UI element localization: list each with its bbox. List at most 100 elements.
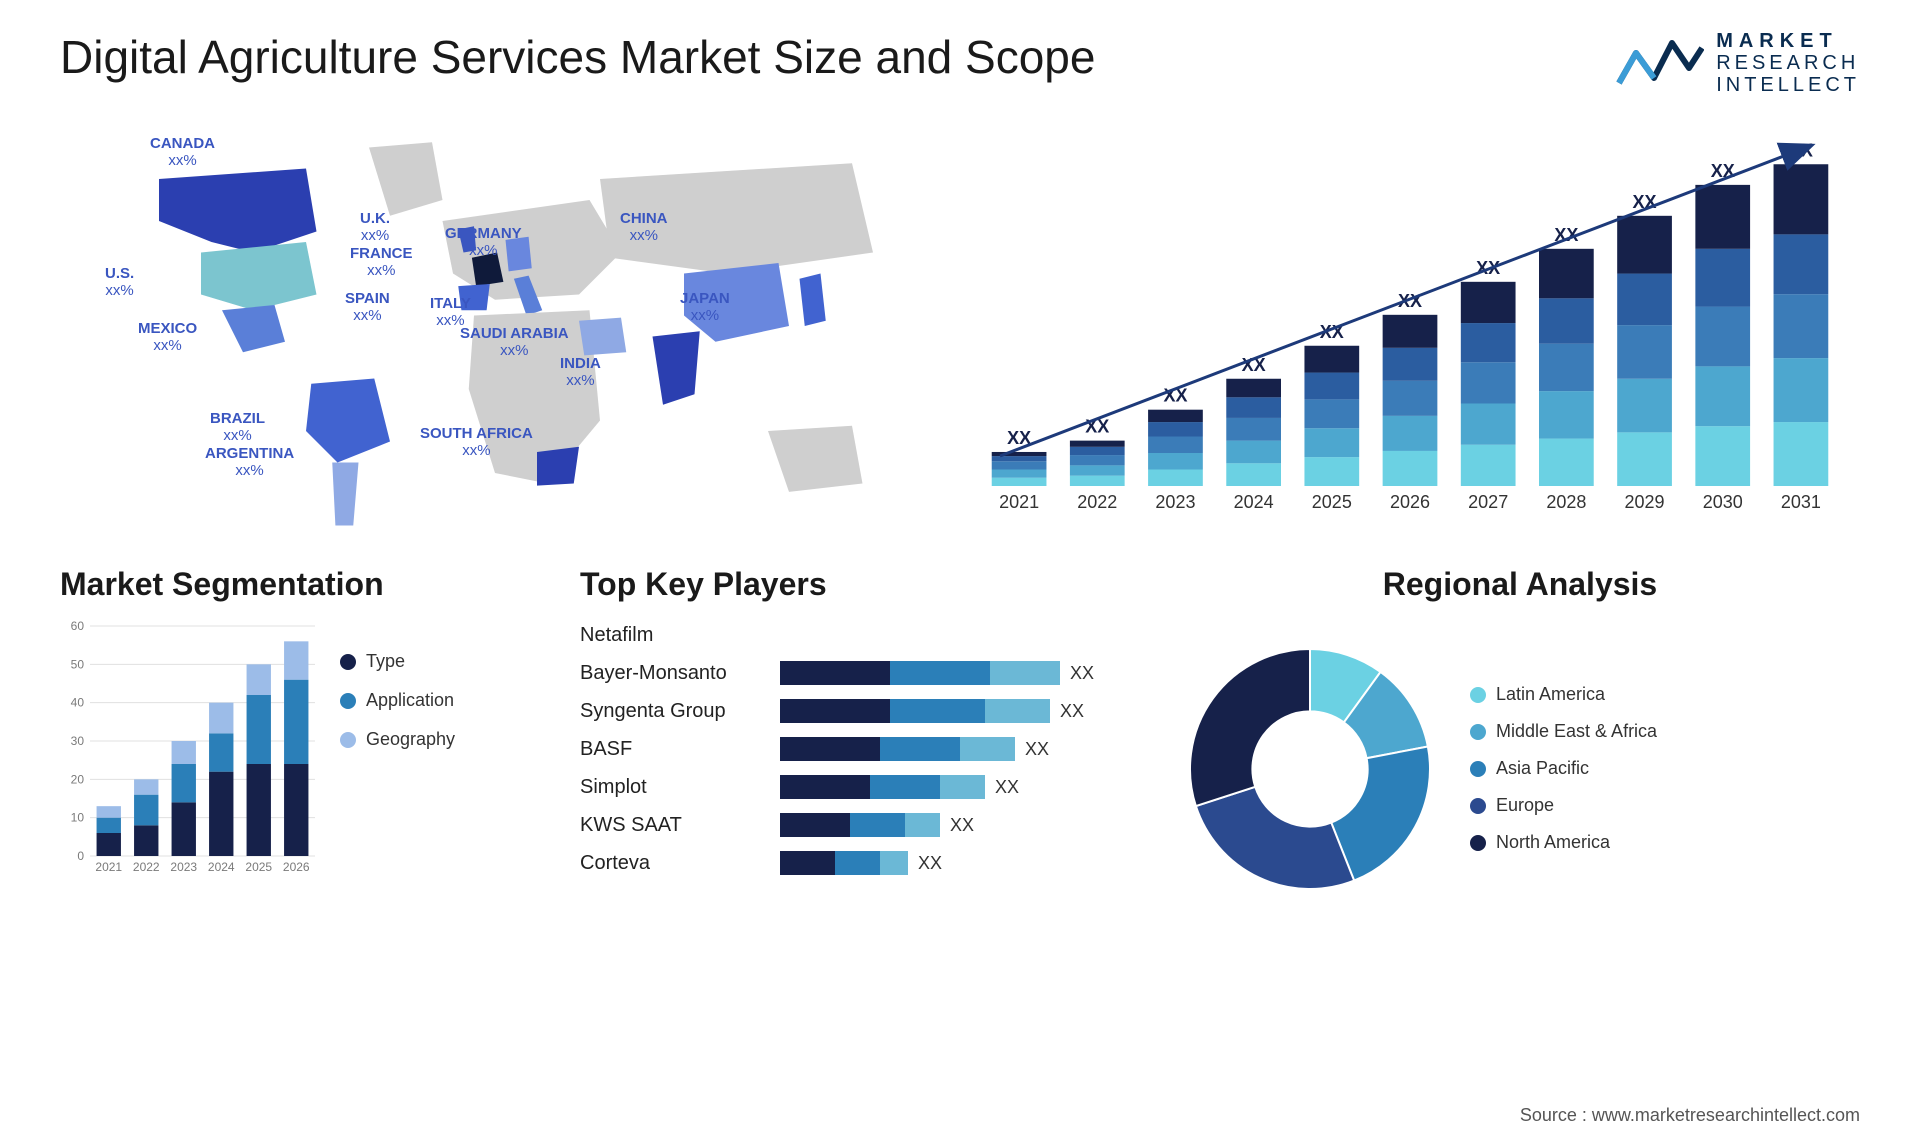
seg-year-label: 2024: [208, 860, 235, 874]
legend-label: Application: [366, 690, 454, 711]
seg-year-label: 2025: [245, 860, 272, 874]
growth-bar-seg: [992, 478, 1047, 486]
map-label-us: U.S.xx%: [105, 266, 134, 299]
growth-bar-seg: [1774, 422, 1829, 486]
player-bar-seg: [780, 851, 835, 875]
seg-ytick: 0: [77, 849, 84, 863]
seg-bar-seg: [209, 703, 233, 734]
player-bar-seg: [960, 737, 1015, 761]
player-bar: [780, 737, 1015, 761]
player-row: XX: [780, 773, 1140, 801]
regional-legend-item: North America: [1470, 832, 1657, 853]
donut-slice: [1196, 786, 1354, 888]
player-name: BASF: [580, 735, 760, 763]
growth-bar-seg: [1304, 428, 1359, 457]
header: Digital Agriculture Services Market Size…: [0, 0, 1920, 116]
regional-legend: Latin AmericaMiddle East & AfricaAsia Pa…: [1470, 684, 1657, 853]
country-greenland: [369, 142, 443, 216]
growth-bar-seg: [1070, 465, 1125, 475]
growth-bar-seg: [1070, 476, 1125, 486]
growth-year-label: 2021: [999, 492, 1039, 512]
player-bar-seg: [780, 813, 850, 837]
donut-slice: [1190, 649, 1310, 806]
legend-dot: [1470, 761, 1486, 777]
growth-year-label: 2030: [1703, 492, 1743, 512]
growth-bar-seg: [1539, 439, 1594, 486]
regional-legend-item: Asia Pacific: [1470, 758, 1657, 779]
seg-bar-seg: [134, 779, 158, 794]
growth-year-label: 2022: [1077, 492, 1117, 512]
player-name: Corteva: [580, 849, 760, 877]
seg-bar-seg: [97, 806, 121, 818]
country-south-africa: [537, 447, 579, 486]
growth-bar-seg: [1461, 282, 1516, 323]
growth-bar-seg: [1148, 422, 1203, 436]
growth-bar-seg: [1226, 418, 1281, 441]
growth-bar-seg: [1617, 325, 1672, 379]
growth-bar-seg: [1461, 362, 1516, 403]
player-bar-seg: [870, 775, 940, 799]
seg-bar-seg: [97, 833, 121, 856]
player-bar-seg: [880, 737, 960, 761]
map-label-india: INDIAxx%: [560, 356, 601, 389]
player-value: XX: [995, 777, 1019, 798]
growth-bar-seg: [1461, 404, 1516, 445]
growth-bar-seg: [1774, 164, 1829, 234]
player-row: XX: [780, 735, 1140, 763]
players-bars: XXXXXXXXXXXX: [780, 621, 1140, 916]
seg-ytick: 50: [71, 657, 85, 671]
regional-legend-item: Middle East & Africa: [1470, 721, 1657, 742]
player-bar-seg: [780, 775, 870, 799]
regional-legend-item: Europe: [1470, 795, 1657, 816]
player-bar: [780, 661, 1060, 685]
seg-year-label: 2022: [133, 860, 160, 874]
seg-bar-seg: [247, 764, 271, 856]
growth-bar-seg: [1539, 249, 1594, 299]
growth-bar-seg: [992, 456, 1047, 461]
player-name: Netafilm: [580, 621, 760, 649]
growth-bar-seg: [1617, 432, 1672, 486]
growth-bar-seg: [1539, 391, 1594, 438]
player-bar: [780, 813, 940, 837]
seg-ytick: 10: [71, 811, 85, 825]
map-label-japan: JAPANxx%: [680, 291, 730, 324]
player-bar-seg: [780, 699, 890, 723]
growth-bar-seg: [1695, 426, 1750, 486]
growth-bar-seg: [1304, 373, 1359, 400]
player-value: XX: [1060, 701, 1084, 722]
seg-legend-item: Type: [340, 651, 455, 672]
growth-bar-seg: [1695, 249, 1750, 307]
player-bar-seg: [780, 661, 890, 685]
growth-bar-seg: [1070, 447, 1125, 455]
player-value: XX: [950, 815, 974, 836]
growth-bar-seg: [1695, 366, 1750, 426]
player-value: XX: [1025, 739, 1049, 760]
growth-bar-seg: [1774, 294, 1829, 358]
country-india: [653, 331, 700, 405]
growth-year-label: 2025: [1312, 492, 1352, 512]
segmentation-legend: TypeApplicationGeography: [340, 621, 455, 916]
seg-bar-seg: [284, 680, 308, 764]
growth-bar-seg: [1226, 463, 1281, 486]
regional-donut: [1180, 639, 1440, 899]
growth-bar-seg: [1148, 437, 1203, 454]
seg-bar-seg: [134, 825, 158, 856]
seg-year-label: 2026: [283, 860, 310, 874]
player-name: KWS SAAT: [580, 811, 760, 839]
player-row: XX: [780, 849, 1140, 877]
country-canada: [159, 169, 317, 253]
map-label-uk: U.K.xx%: [360, 211, 390, 244]
growth-bar-seg: [992, 461, 1047, 469]
seg-bar-seg: [247, 664, 271, 695]
segmentation-panel: Market Segmentation 01020304050602021202…: [60, 566, 540, 916]
growth-bar-seg: [1148, 453, 1203, 470]
player-bar-seg: [880, 851, 908, 875]
growth-bar-seg: [1226, 379, 1281, 398]
seg-bar-seg: [284, 641, 308, 679]
growth-bar-seg: [1148, 410, 1203, 422]
map-label-spain: SPAINxx%: [345, 291, 390, 324]
player-bar-seg: [905, 813, 940, 837]
growth-bar-seg: [1617, 379, 1672, 433]
legend-dot: [1470, 835, 1486, 851]
growth-year-label: 2029: [1625, 492, 1665, 512]
